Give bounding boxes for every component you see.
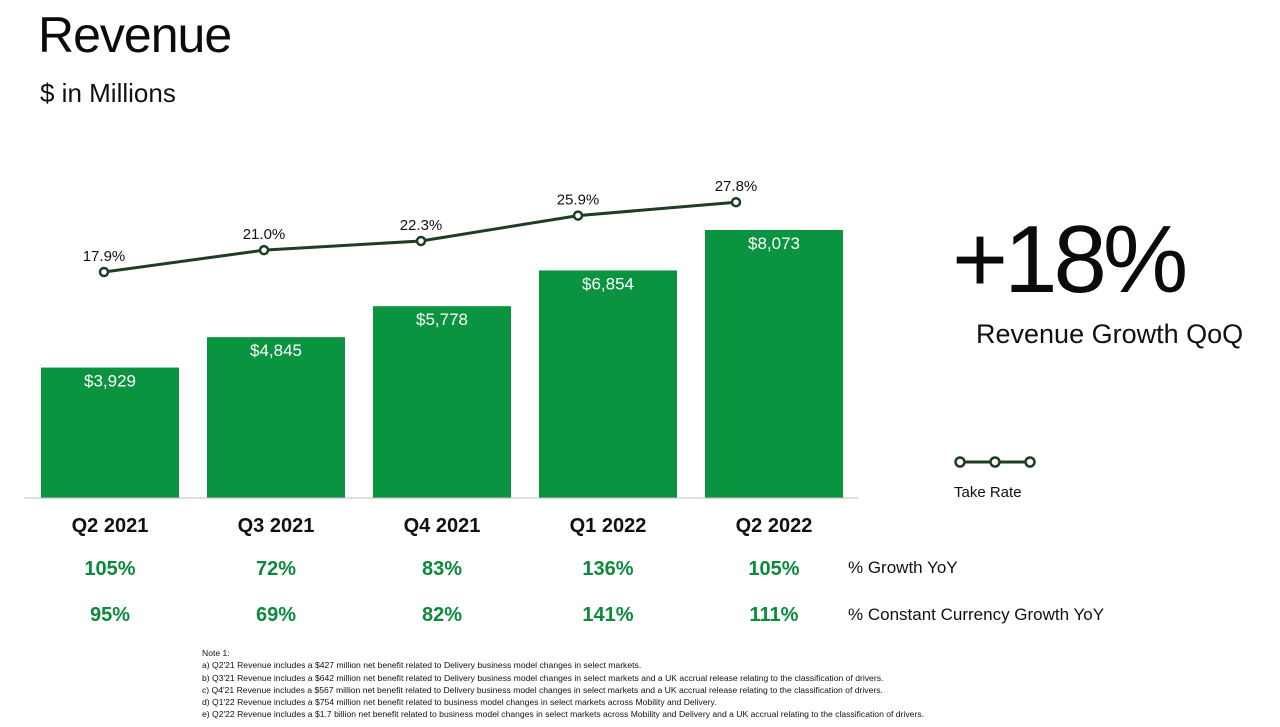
take-rate-point <box>415 235 427 247</box>
labels-layer: $3,929 Q2 2021 105% 95% $4,845 Q3 2021 72% 69% $… <box>72 178 813 626</box>
headline-stat: +18% <box>952 206 1188 313</box>
footnote-item: e) Q2'22 Revenue includes a $1.7 billion… <box>202 709 924 720</box>
revenue-bar <box>705 229 843 499</box>
revenue-bar <box>373 306 511 498</box>
bar-value-label: $5,778 <box>416 310 468 329</box>
bar-value-label: $8,073 <box>748 234 800 253</box>
growth-yoy-row-label: % Growth YoY <box>848 558 958 577</box>
cc-growth-yoy-value: 95% <box>90 604 130 626</box>
x-tick-label: Q1 2022 <box>570 515 647 537</box>
growth-yoy-value: 83% <box>422 558 462 580</box>
growth-yoy-value: 136% <box>582 558 633 580</box>
take-rate-label: 21.0% <box>243 226 286 243</box>
legend-label: Take Rate <box>954 484 1022 501</box>
take-rate-label: 25.9% <box>557 192 600 209</box>
bar-value-label: $6,854 <box>582 274 634 293</box>
bar-value-label: $4,845 <box>250 341 302 360</box>
take-rate-label: 22.3% <box>400 217 443 234</box>
footnote-item: b) Q3'21 Revenue includes a $642 million… <box>202 672 884 683</box>
take-rate-point <box>572 210 584 221</box>
growth-yoy-value: 105% <box>84 558 135 580</box>
revenue-chart: $3,929 Q2 2021 105% 95% $4,845 Q3 2021 72% 69% $… <box>24 178 1104 626</box>
take-rate-layer <box>98 196 742 278</box>
cc-growth-yoy-value: 111% <box>750 604 799 626</box>
bar-value-label: $3,929 <box>84 372 136 391</box>
footnote-item: a) Q2'21 Revenue includes a $427 million… <box>202 660 642 671</box>
x-tick-label: Q4 2021 <box>404 515 481 537</box>
footnotes: Note 1: a) Q2'21 Revenue includes a $427… <box>202 647 1262 721</box>
footnote-item: c) Q4'21 Revenue includes a $567 million… <box>202 684 883 695</box>
bars-layer <box>41 229 843 499</box>
take-rate-point <box>730 196 742 208</box>
x-tick-label: Q3 2021 <box>238 515 315 537</box>
revenue-bar <box>539 270 677 498</box>
x-tick-label: Q2 2022 <box>736 515 813 537</box>
take-rate-point <box>98 266 110 278</box>
headline-stat-label: Revenue Growth QoQ <box>976 319 1244 349</box>
legend-line-icon <box>954 456 1036 468</box>
legend: Take Rate <box>954 452 1074 512</box>
cc-growth-yoy-value: 141% <box>582 604 633 626</box>
cc-growth-yoy-row-label: % Constant Currency Growth YoY <box>848 605 1104 624</box>
footnote-heading: Note 1: <box>202 648 230 658</box>
take-rate-label: 17.9% <box>83 248 126 265</box>
growth-yoy-value: 72% <box>256 558 296 580</box>
footnote-item: d) Q1'22 Revenue includes a $754 million… <box>202 697 717 708</box>
cc-growth-yoy-value: 82% <box>422 604 462 626</box>
cc-growth-yoy-value: 69% <box>256 604 296 626</box>
page-title: Revenue <box>38 7 232 63</box>
growth-yoy-value: 105% <box>748 558 799 580</box>
page-subtitle: $ in Millions <box>40 78 176 108</box>
take-rate-label: 27.8% <box>715 178 758 195</box>
revenue-bar <box>207 337 345 498</box>
x-tick-label: Q2 2021 <box>72 515 149 537</box>
revenue-bar <box>41 367 179 498</box>
take-rate-point <box>258 244 270 256</box>
